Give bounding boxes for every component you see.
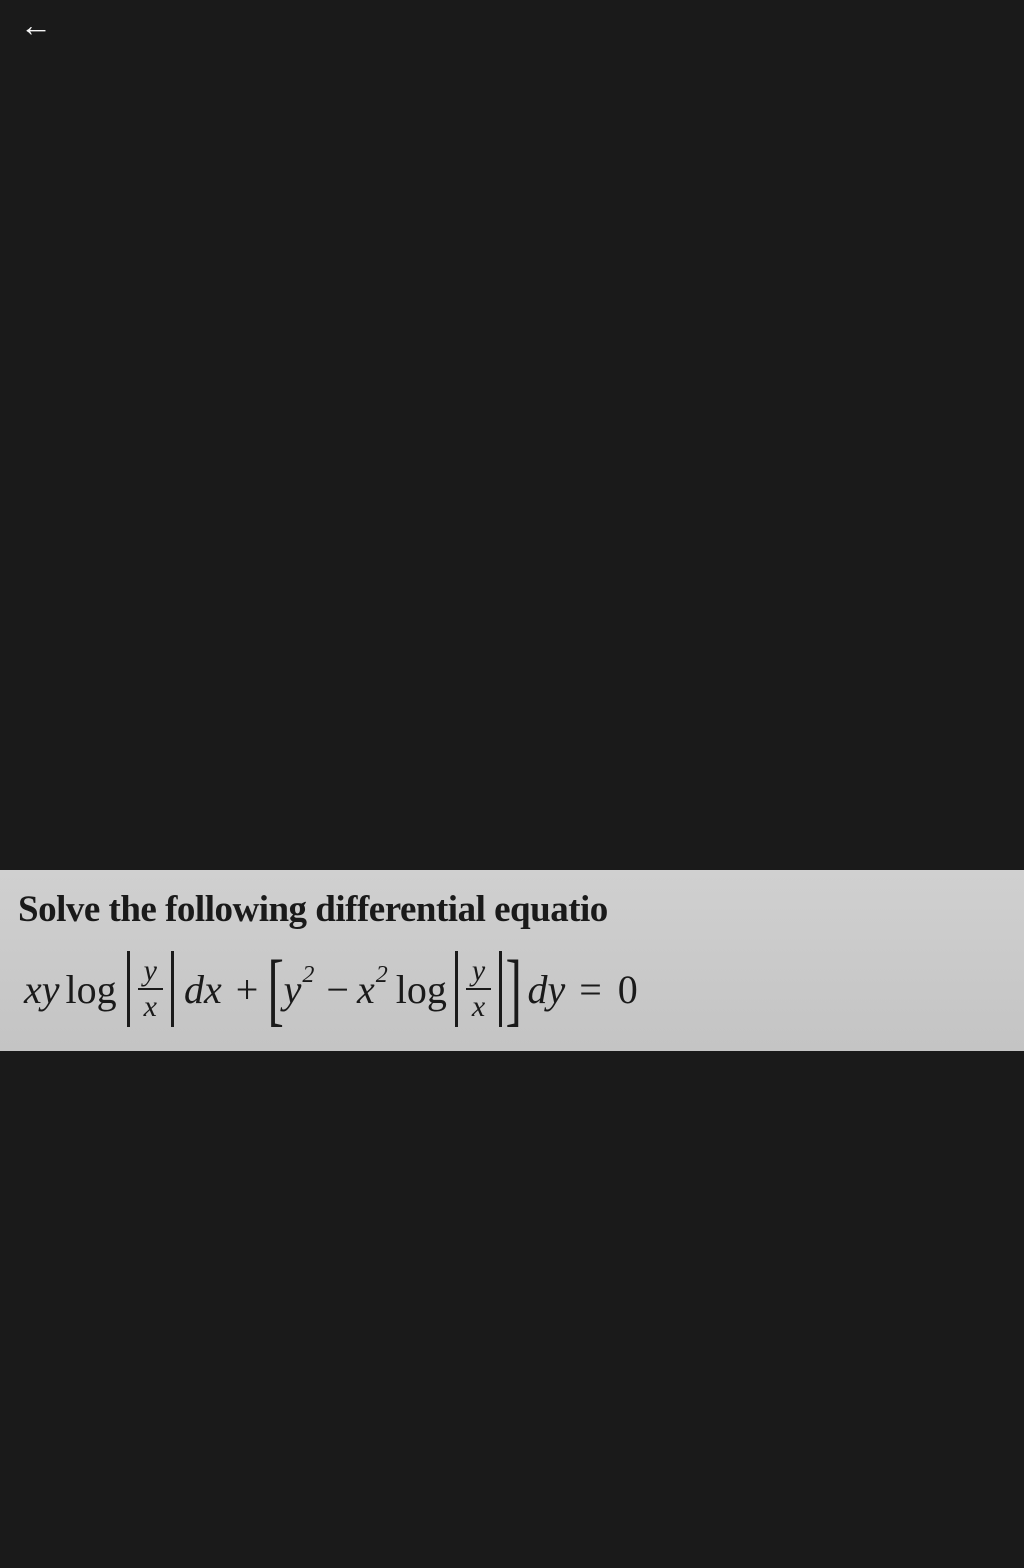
question-image-strip: Solve the following differential equatio… [0, 870, 1024, 1051]
abs-group-2: y x [455, 951, 502, 1027]
plus-op: + [236, 966, 259, 1013]
equals-op: = [579, 966, 602, 1013]
sup-2-a: 2 [302, 962, 314, 989]
dy: dy [527, 966, 565, 1013]
frac-den-1: x [138, 988, 163, 1022]
right-bracket-icon: ] [506, 956, 522, 1022]
image-viewer-bottom-space [0, 1090, 1024, 1568]
abs-group-1: y x [127, 951, 174, 1027]
question-title: Solve the following differential equatio [10, 888, 1014, 931]
frac-den-2: x [466, 988, 491, 1022]
dx: dx [184, 966, 222, 1013]
frac-num-2: y [466, 956, 491, 988]
bracket-group: [ y2 − x2 log y x ] [268, 951, 521, 1027]
left-bracket-icon: [ [268, 956, 284, 1022]
top-bar: ← [0, 0, 1024, 50]
equation-log-2: log [396, 966, 447, 1013]
fraction-yx-1: y x [138, 956, 163, 1022]
equation-y: y [284, 966, 302, 1013]
minus-op: − [326, 966, 349, 1013]
equation-x: x [357, 966, 375, 1013]
zero: 0 [618, 966, 638, 1013]
sup-2-b: 2 [376, 962, 388, 989]
equation: xy log y x dx + [ y2 − x2 log y x ] dy = [10, 951, 1014, 1027]
fraction-yx-2: y x [466, 956, 491, 1022]
equation-xy: xy [24, 966, 60, 1013]
back-arrow-icon[interactable]: ← [20, 9, 52, 41]
equation-log-1: log [66, 966, 117, 1013]
image-viewer-top-space [0, 50, 1024, 870]
frac-num-1: y [138, 956, 163, 988]
